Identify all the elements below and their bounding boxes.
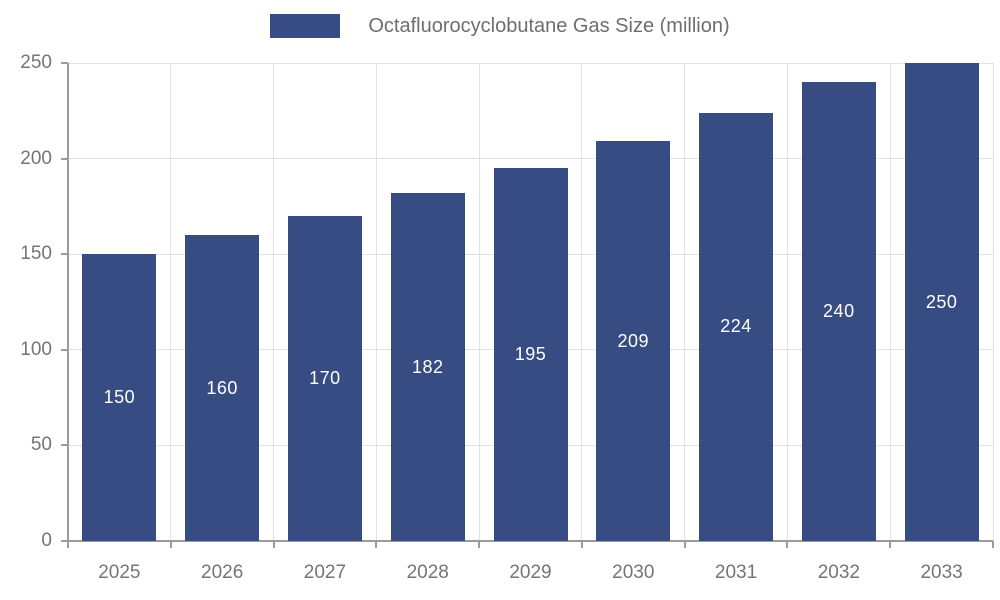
bar-2030: 209 xyxy=(596,141,671,541)
bar-value-label: 160 xyxy=(206,377,238,398)
gridline-vertical xyxy=(273,63,275,541)
bar-2026: 160 xyxy=(185,235,260,541)
bar-2025: 150 xyxy=(82,254,157,541)
x-axis-tick xyxy=(786,541,789,548)
gridline-vertical xyxy=(581,63,583,541)
gridline-vertical xyxy=(786,63,788,541)
x-axis-tick xyxy=(683,541,686,548)
gridline-vertical xyxy=(992,63,994,541)
y-axis-tick xyxy=(61,444,68,447)
legend-label: Octafluorocyclobutane Gas Size (million) xyxy=(368,15,730,37)
y-axis-tick xyxy=(61,348,68,351)
bar-value-label: 209 xyxy=(617,330,650,351)
y-tick-label: 50 xyxy=(30,434,52,456)
x-tick-label: 2033 xyxy=(920,562,963,583)
gridline-vertical xyxy=(478,63,480,541)
gridline-vertical xyxy=(375,63,377,541)
gridline-vertical xyxy=(889,63,891,541)
y-axis-tick xyxy=(61,157,68,160)
x-axis-tick xyxy=(169,541,172,548)
y-tick-label: 200 xyxy=(20,147,52,169)
gridline-vertical xyxy=(170,63,172,541)
y-axis-line xyxy=(67,63,69,548)
bar-2033: 250 xyxy=(904,63,979,541)
x-tick-label: 2029 xyxy=(509,562,552,583)
bar-value-label: 250 xyxy=(925,291,958,312)
y-axis-tick xyxy=(61,253,68,256)
x-axis-tick xyxy=(272,541,275,548)
bar-value-label: 195 xyxy=(514,344,547,365)
gridline-vertical xyxy=(684,63,686,541)
bar-2032: 240 xyxy=(801,82,876,541)
x-tick-label: 2028 xyxy=(406,562,449,583)
bar-2029: 195 xyxy=(493,168,568,541)
y-tick-label: 150 xyxy=(20,243,52,265)
chart-legend: Octafluorocyclobutane Gas Size (million) xyxy=(0,14,1000,38)
bar-value-label: 240 xyxy=(823,301,855,322)
x-axis-tick xyxy=(580,541,583,548)
x-tick-label: 2032 xyxy=(817,562,860,583)
x-tick-label: 2027 xyxy=(303,562,347,583)
x-axis-tick xyxy=(992,541,994,548)
y-tick-label: 0 xyxy=(41,530,52,551)
x-tick-label: 2030 xyxy=(612,562,655,583)
legend-swatch xyxy=(270,14,341,38)
y-tick-label: 100 xyxy=(20,338,52,360)
bar-2031: 224 xyxy=(699,112,774,541)
bar-value-label: 170 xyxy=(309,367,341,388)
x-tick-label: 2031 xyxy=(714,562,758,583)
x-axis-tick xyxy=(375,541,378,548)
gridline-horizontal xyxy=(68,62,993,64)
gridline-horizontal xyxy=(68,158,993,160)
bar-value-label: 182 xyxy=(411,356,444,377)
bar-value-label: 224 xyxy=(720,316,752,337)
x-axis-tick xyxy=(889,541,892,548)
bar-2028: 182 xyxy=(390,193,465,541)
bar-value-label: 150 xyxy=(103,387,136,408)
x-axis-tick xyxy=(478,541,481,548)
bar-2027: 170 xyxy=(287,215,362,541)
x-axis-line xyxy=(61,540,993,542)
x-tick-label: 2025 xyxy=(98,562,141,583)
x-tick-label: 2026 xyxy=(201,562,244,583)
y-tick-label: 250 xyxy=(20,52,52,73)
y-axis-tick xyxy=(61,62,68,64)
